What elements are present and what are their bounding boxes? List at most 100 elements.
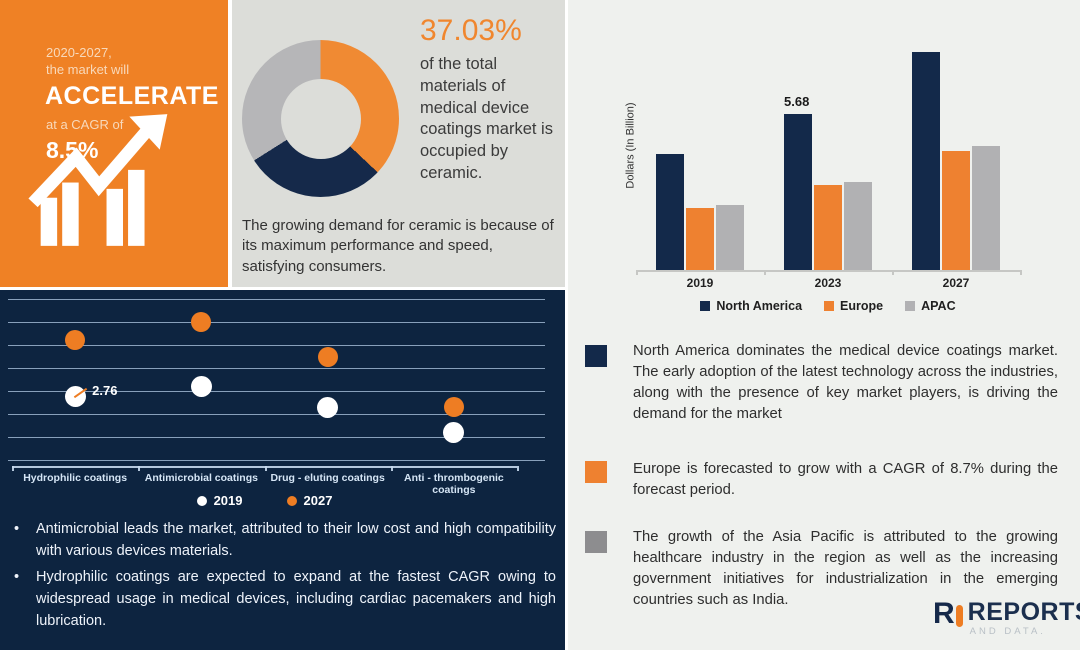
accelerate-headline: ACCELERATE <box>45 82 219 111</box>
dotplot-gridline <box>8 322 545 323</box>
logo-icon: R <box>933 597 963 630</box>
region-note-text: North America dominates the medical devi… <box>633 343 1058 422</box>
accelerate-cagr-value: 8.5% <box>46 137 99 164</box>
growth-chart-icon <box>28 114 168 246</box>
logo-orange-bar <box>955 605 963 628</box>
dotplot-gridline <box>8 368 545 369</box>
barchart-legend-label: North America <box>716 299 803 313</box>
coatings-dotplot-chart: Hydrophilic coatings Antimicrobial coatin… <box>0 290 565 650</box>
dotplot-axis-tick <box>138 466 141 471</box>
dotplot-legend-item-2019: 2019 <box>196 493 243 508</box>
dotplot-legend: 2019 2027 <box>12 493 517 508</box>
bar-North America-2019 <box>656 154 684 270</box>
accelerate-subline: at a CAGR of <box>46 117 124 133</box>
dotplot-point-2027-3 <box>443 397 464 418</box>
bullet-icon: • <box>14 521 20 537</box>
region-note-apac: The growth of the Asia Pacific is attrib… <box>585 527 1060 611</box>
barchart-x-label-2027: 2027 <box>942 276 970 290</box>
dotplot-data-label: 2.76 <box>92 382 118 398</box>
dotplot-gridline <box>8 345 545 346</box>
legend-dot-icon <box>286 495 297 506</box>
ceramic-stat-text: of the total materials of medical device… <box>420 55 553 182</box>
bar-Europe-2019 <box>686 207 714 270</box>
dotplot-point-2027-1 <box>191 312 212 332</box>
barchart-legend: North America Europe APAC <box>636 299 1020 313</box>
barchart-legend-item-APAC: APAC <box>905 299 956 313</box>
donut-hole <box>280 78 361 159</box>
coatings-note-antimicrobial: • Antimicrobial leads the market, attrib… <box>14 518 556 562</box>
barchart-axis-tick <box>636 270 638 275</box>
accelerate-text-block: 2020-2027, the market will ACCELERATE at… <box>45 44 219 166</box>
barchart-axis-tick <box>1020 270 1022 275</box>
barchart-legend-item-North America: North America <box>700 299 802 313</box>
dotplot-axis-tick <box>517 466 519 471</box>
dotplot-legend-label: 2027 <box>303 493 333 508</box>
logo-subtitle: AND DATA. <box>969 626 1046 637</box>
accelerate-intro-line2: the market will <box>46 62 130 78</box>
accelerate-intro-line1: 2020-2027, <box>46 45 112 60</box>
dotplot-point-2019-2 <box>317 396 339 418</box>
accelerate-panel: 2020-2027, the market will ACCELERATE at… <box>0 0 228 287</box>
dotplot-gridline <box>8 437 545 438</box>
region-notes: North America dominates the medical devi… <box>585 341 1060 611</box>
bullet-icon: • <box>14 569 20 586</box>
dotplot-point-2019-3 <box>443 421 465 443</box>
coatings-notes: • Antimicrobial leads the market, attrib… <box>14 518 556 636</box>
dotplot-legend-item-2027: 2027 <box>286 493 333 508</box>
dotplot-category-label: Hydrophilic coatings <box>23 472 128 484</box>
regional-panel: Dollars (In Billion) North America Europe… <box>568 0 1080 650</box>
apac-legend-square <box>585 531 607 553</box>
barchart-axis-tick <box>764 270 766 275</box>
region-note-text: Europe is forecasted to grow with a CAGR… <box>633 461 1058 498</box>
dotplot-gridline <box>8 299 545 300</box>
coatings-note-text: Antimicrobial leads the market, attribut… <box>36 521 556 560</box>
north-america-legend-square <box>585 345 607 367</box>
europe-legend-square <box>585 461 607 483</box>
dotplot-axis-tick <box>12 466 14 471</box>
dotplot-legend-label: 2019 <box>213 493 243 508</box>
legend-square-icon <box>700 301 711 311</box>
bar-APAC-2027 <box>972 145 1000 270</box>
region-note-europe: Europe is forecasted to grow with a CAGR… <box>585 459 1060 501</box>
barchart-data-label: 5.68 <box>784 94 810 110</box>
bar-Europe-2027 <box>942 151 970 270</box>
dotplot-axis-tick <box>264 466 267 471</box>
dotplot-gridline <box>8 391 545 392</box>
dotplot-category-label: Antimicrobial coatings <box>144 472 258 484</box>
bar-APAC-2019 <box>716 205 744 270</box>
coatings-panel: Hydrophilic coatings Antimicrobial coatin… <box>0 290 565 650</box>
dotplot-point-2027-0 <box>65 330 86 351</box>
dotplot-gridline <box>8 460 545 461</box>
barchart-legend-label: Europe <box>840 299 884 313</box>
barchart-legend-item-Europe: Europe <box>824 299 883 313</box>
dotplot-axis-tick <box>390 466 393 471</box>
barchart-x-label-2023: 2023 <box>814 276 842 290</box>
logo-title: REPORTS <box>967 598 1080 626</box>
bar-APAC-2023 <box>844 181 872 270</box>
ceramic-panel: 37.03% of the total materials of medical… <box>232 0 565 287</box>
legend-square-icon <box>824 301 835 311</box>
ceramic-stat-value: 37.03% <box>420 14 522 47</box>
legend-square-icon <box>905 301 916 311</box>
materials-donut-chart <box>242 40 399 197</box>
logo-r-glyph: R <box>933 597 955 630</box>
regional-bar-chart: Dollars (In Billion) North America Europe… <box>568 0 1080 330</box>
bar-North America-2027 <box>912 51 940 270</box>
dotplot-point-2027-2 <box>317 346 338 367</box>
barchart-x-label-2019: 2019 <box>686 276 714 290</box>
region-note-text: The growth of the Asia Pacific is attrib… <box>633 529 1058 608</box>
bar-North America-2023 <box>784 114 812 270</box>
barchart-axis-tick <box>892 270 894 275</box>
dotplot-category-label: Drug - eluting coatings <box>270 472 385 484</box>
coatings-note-text: Hydrophilic coatings are expected to exp… <box>36 569 556 630</box>
ceramic-note: The growing demand for ceramic is becaus… <box>242 217 554 275</box>
reports-and-data-logo: R REPORTS AND DATA. <box>933 597 1080 638</box>
region-note-north-america: North America dominates the medical devi… <box>585 341 1060 425</box>
bar-Europe-2023 <box>814 185 842 270</box>
legend-dot-icon <box>196 495 207 506</box>
logo-text: REPORTS AND DATA. <box>967 598 1080 638</box>
barchart-y-axis-label: Dollars (In Billion) <box>624 102 637 189</box>
barchart-legend-label: APAC <box>921 299 956 313</box>
dotplot-gridline <box>8 414 545 415</box>
